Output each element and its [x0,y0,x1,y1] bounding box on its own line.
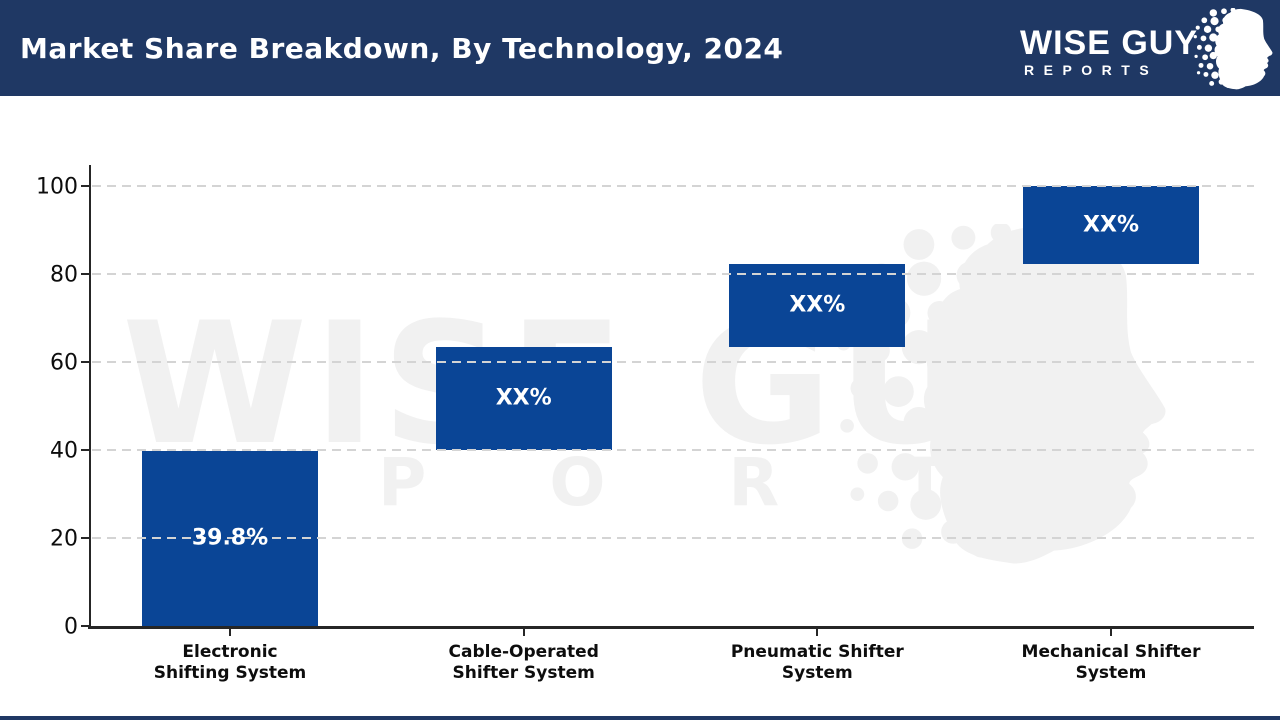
wise-guy-head-icon [1193,8,1273,90]
x-tick-label: Electronic Shifting System [153,642,307,683]
y-tick-label: 100 [36,174,78,200]
y-tick-mark [81,537,89,539]
x-tick-mark [816,628,819,636]
brand-logo-name: WISE GUY [1020,24,1199,62]
y-tick-mark [81,273,89,275]
x-tick-mark [1110,628,1112,636]
bar-segment [435,346,612,450]
bar-segment [729,264,906,347]
header-band: Market Share Breakdown, By Technology, 2… [0,0,1280,96]
bar-value-label: XX% [1083,212,1139,238]
bar-value-label: XX% [789,292,846,318]
x-tick-label: Pneumatic Shifter System [730,642,904,683]
x-tick-label: Cable-Operated Shifter System [448,642,599,683]
footer-accent-bar [0,716,1280,720]
page-title: Market Share Breakdown, By Technology, 2… [20,31,784,65]
brand-logo: WISE GUY REPORTS [1020,0,1273,96]
y-tick-mark [81,625,89,627]
gridline [92,273,1254,275]
chart-area: WISE GUY P O R T S 39.8% XX% XX% XX% 0 20 40 60… [0,96,1280,720]
bar-segment [1023,186,1199,265]
brand-logo-subname: REPORTS [1024,62,1159,78]
gridline [92,185,1254,187]
y-tick-label: 80 [50,262,78,288]
y-tick-label: 0 [64,614,78,640]
bar-value-label: 39.8% [191,525,269,551]
x-tick-mark [229,628,231,636]
y-tick-label: 40 [50,438,78,464]
y-tick-label: 60 [50,350,78,376]
gridline [92,361,1254,363]
y-tick-mark [81,185,89,187]
y-tick-mark [81,449,89,451]
x-tick-mark [522,628,525,636]
y-axis-line [89,165,91,628]
bar-value-label: XX% [495,385,552,411]
gridline [92,449,1254,451]
gridline [92,537,1254,539]
x-axis-line [88,626,1254,629]
x-tick-label: Mechanical Shifter System [1021,642,1201,683]
y-tick-mark [81,361,89,363]
y-tick-label: 20 [50,526,78,552]
